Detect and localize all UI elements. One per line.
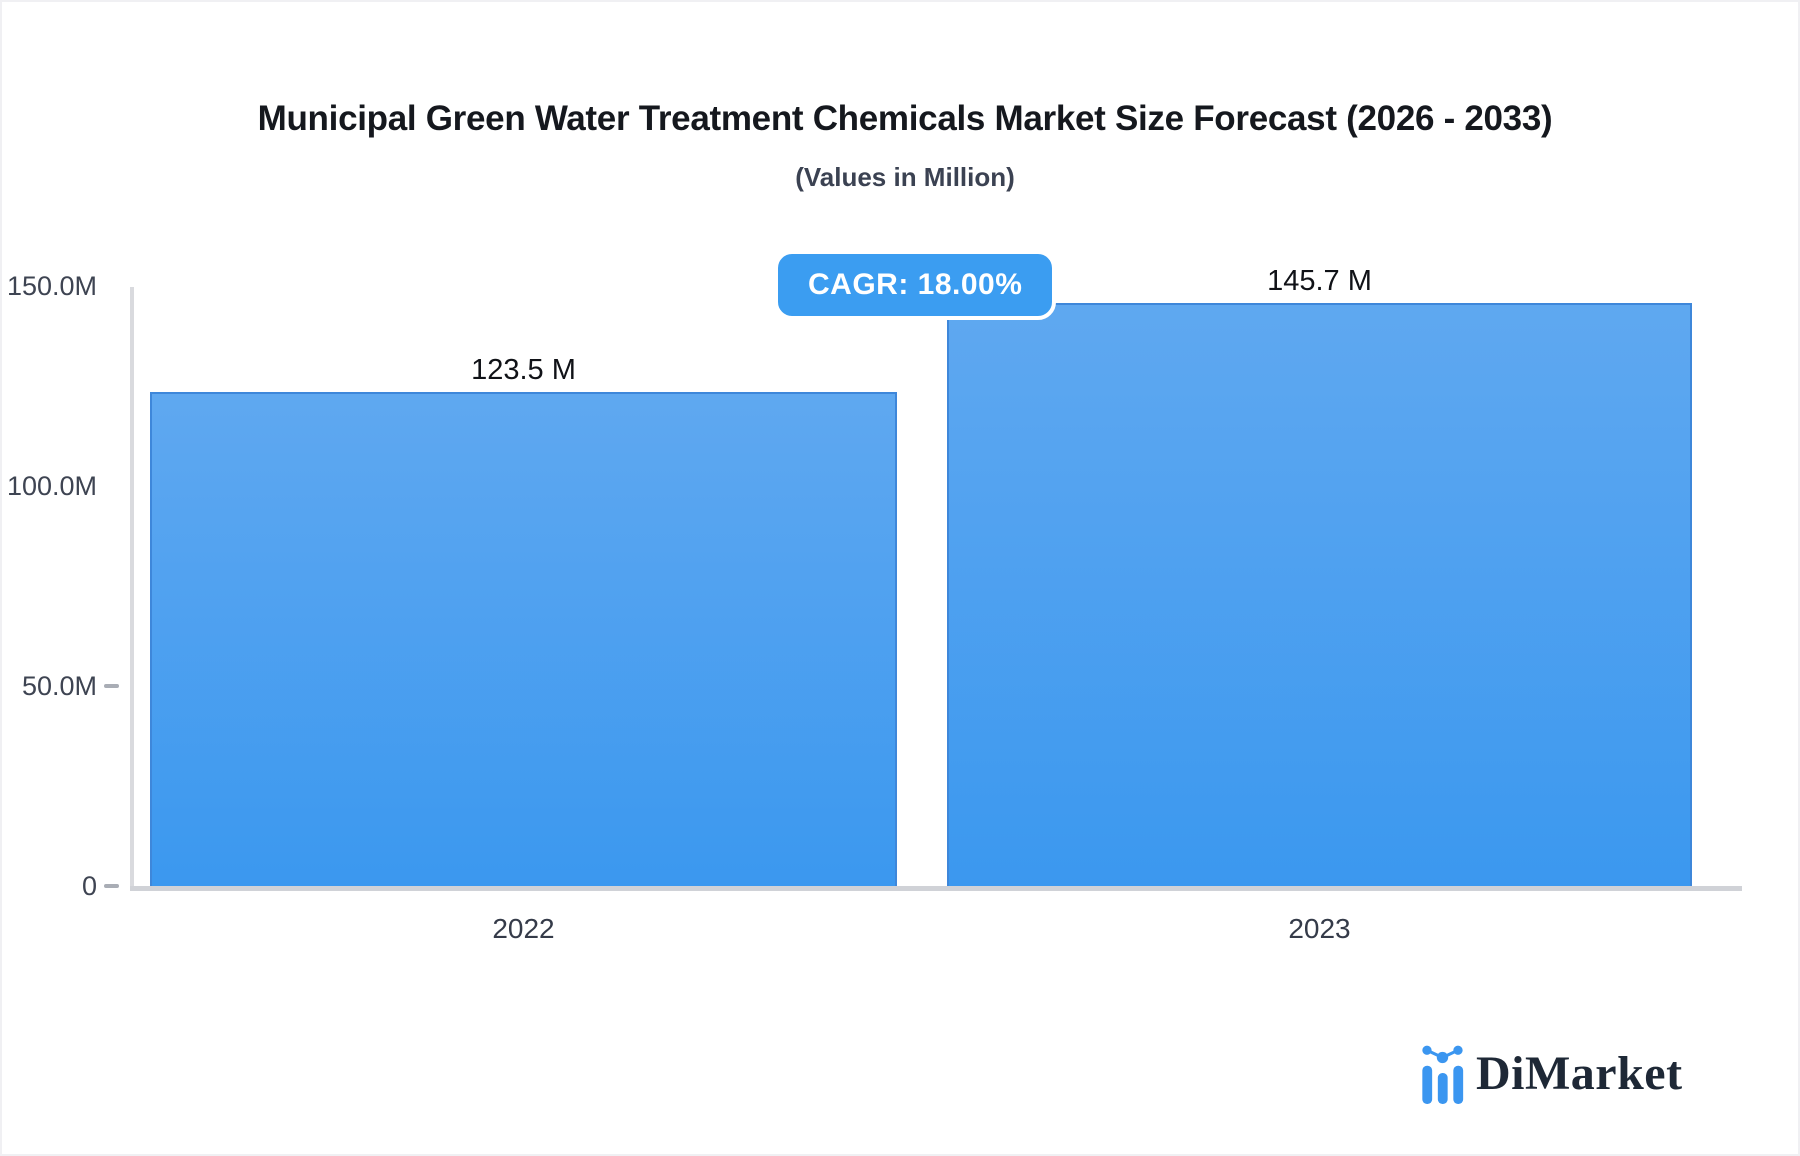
bar-value-label: 145.7 M (1267, 265, 1372, 297)
brand-name: DiMarket (1476, 1047, 1683, 1100)
x-axis-line (130, 886, 1742, 891)
x-axis-label-2022: 2022 (492, 913, 555, 944)
chart-subtitle: (Values in Million) (795, 162, 1015, 192)
y-axis-tick-label: 50.0M (21, 671, 97, 701)
y-axis-tick-mark (104, 884, 119, 888)
bar-value-label: 123.5 M (471, 354, 576, 386)
y-axis-tick-label: 0 (81, 871, 97, 901)
cagr-badge: CAGR: 18.00% (774, 250, 1057, 320)
brand-logo: DiMarket (1420, 1042, 1683, 1104)
dimarket-logo-icon (1422, 1045, 1464, 1104)
y-axis-tick-mark (104, 684, 119, 688)
chart-title: Municipal Green Water Treatment Chemical… (257, 99, 1553, 138)
bar-group-2023: 145.7 M (947, 267, 1692, 886)
bar-2023[interactable] (947, 303, 1692, 886)
y-axis-line (130, 287, 134, 891)
x-axis-label-2023: 2023 (1288, 913, 1351, 944)
bar-2022[interactable] (150, 392, 897, 886)
y-axis-tick-label: 150.0M (6, 271, 97, 301)
y-axis-tick-label: 100.0M (6, 471, 97, 501)
bar-group-2022: 123.5 M (150, 356, 897, 886)
